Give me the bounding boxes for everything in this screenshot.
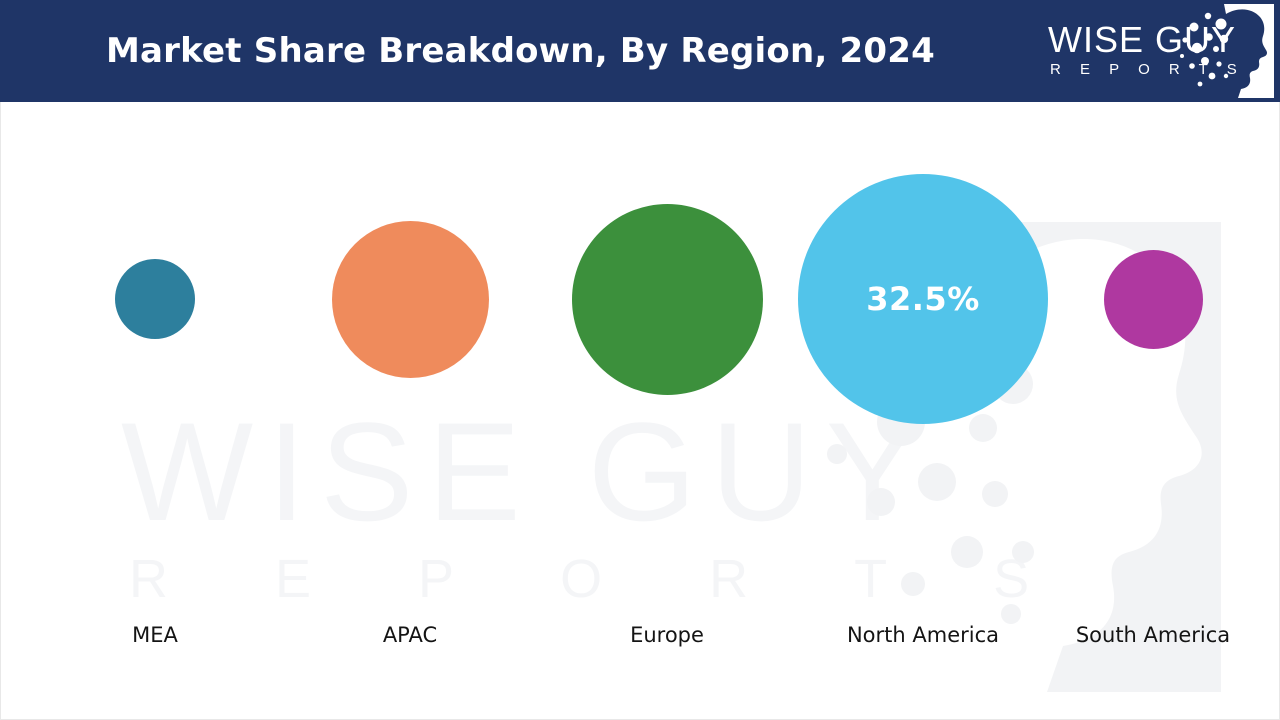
- bubble-value-north-america: 32.5%: [866, 280, 980, 318]
- chart-header-bar: Market Share Breakdown, By Region, 2024 …: [0, 0, 1280, 102]
- bubble-apac[interactable]: [331, 220, 489, 378]
- category-label-north-america: North America: [846, 623, 1000, 647]
- bubble-europe[interactable]: [571, 203, 763, 395]
- category-label-mea: MEA: [132, 623, 178, 647]
- category-label-apac: APAC: [382, 623, 438, 647]
- category-label-south-america: South America: [1075, 623, 1231, 647]
- wise-guy-reports-logo: WISE GUY R E P O R T S: [1026, 4, 1274, 98]
- dotted-head-profile-icon: [1180, 4, 1274, 98]
- chart-plot-area: WISE GUY R E P O R T S: [0, 102, 1280, 720]
- logo-wordmark-primary: WISE GUY: [1048, 19, 1237, 60]
- category-axis-labels: MEA APAC Europe North America South Amer…: [1, 102, 1279, 719]
- bubble-series: 32.5%: [1, 102, 1279, 719]
- bubble-north-america[interactable]: 32.5%: [798, 174, 1048, 424]
- bubble-south-america[interactable]: [1103, 249, 1203, 349]
- category-label-europe: Europe: [630, 623, 704, 647]
- bubble-mea[interactable]: [115, 259, 195, 339]
- page-title: Market Share Breakdown, By Region, 2024: [106, 31, 935, 71]
